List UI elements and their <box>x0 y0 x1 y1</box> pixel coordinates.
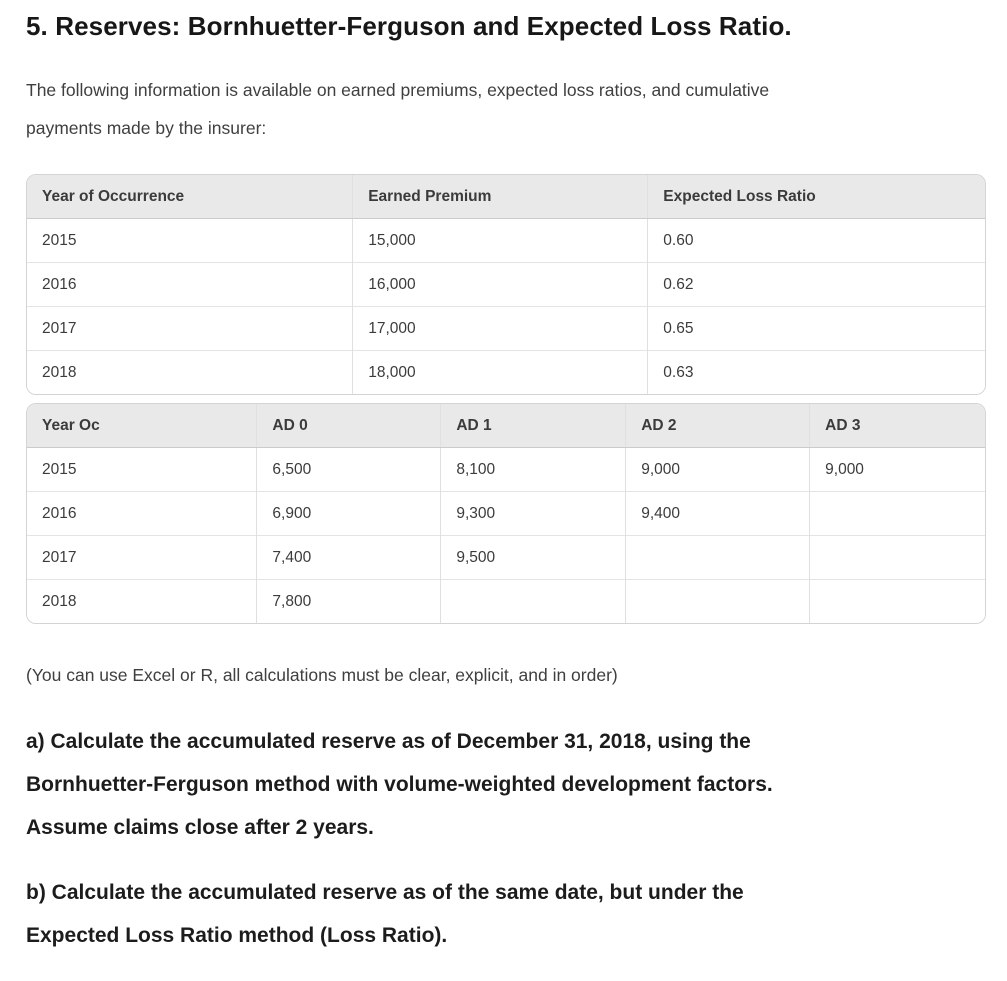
column-header: Year of Occurrence <box>27 175 353 219</box>
column-header: AD 3 <box>809 404 985 448</box>
table-cell: 9,000 <box>625 447 810 492</box>
table-row: 2015 15,000 0.60 <box>27 218 985 263</box>
table-row: 2017 7,400 9,500 <box>27 535 985 580</box>
table-cell: 18,000 <box>352 350 648 394</box>
column-header: Expected Loss Ratio <box>647 175 985 219</box>
table-cell: 9,000 <box>809 447 985 492</box>
table-row: 2015 6,500 8,100 9,000 9,000 <box>27 447 985 492</box>
table-cell: 2015 <box>27 447 257 492</box>
table-cell: 9,400 <box>625 491 810 536</box>
table-row: 2017 17,000 0.65 <box>27 306 985 351</box>
table-cell: 0.60 <box>647 218 985 263</box>
table-cell <box>440 579 626 623</box>
table-cell: 2018 <box>27 350 353 394</box>
development-table: Year Oc AD 0 AD 1 AD 2 AD 3 2015 6,500 8,100 9,0… <box>26 403 986 624</box>
table-cell <box>809 579 985 623</box>
intro-paragraph: The following information is available o… <box>26 80 770 138</box>
table-cell <box>625 535 810 580</box>
table-cell: 2016 <box>27 491 257 536</box>
table-cell: 2016 <box>27 262 353 307</box>
column-header: Earned Premium <box>352 175 648 219</box>
column-header: AD 2 <box>625 404 810 448</box>
column-header: AD 1 <box>440 404 626 448</box>
table-cell: 8,100 <box>440 447 626 492</box>
note-paragraph: (You can use Excel or R, all calculation… <box>26 665 618 685</box>
table-cell: 0.63 <box>647 350 985 394</box>
column-header: Year Oc <box>27 404 257 448</box>
table-cell: 9,500 <box>440 535 626 580</box>
table-cell: 0.62 <box>647 262 985 307</box>
table-cell <box>625 579 810 623</box>
table-cell <box>809 491 985 536</box>
table-row: 2016 16,000 0.62 <box>27 262 985 307</box>
table-cell: 7,400 <box>256 535 441 580</box>
question-b: b) Calculate the accumulated reserve as … <box>26 881 744 947</box>
table-row: 2016 6,900 9,300 9,400 <box>27 491 985 536</box>
table-row: 2018 7,800 <box>27 579 985 623</box>
table-cell: 2018 <box>27 579 257 623</box>
premium-table-grid: Year of Occurrence Earned Premium Expected… <box>27 175 985 394</box>
page-title: 5. Reserves: Bornhuetter-Ferguson and Ex… <box>26 11 792 41</box>
table-cell: 6,900 <box>256 491 441 536</box>
question-a: a) Calculate the accumulated reserve as … <box>26 730 773 839</box>
table-cell: 2017 <box>27 535 257 580</box>
development-table-grid: Year Oc AD 0 AD 1 AD 2 AD 3 2015 6,500 8,100 9,0… <box>27 404 985 623</box>
premium-table: Year of Occurrence Earned Premium Expected… <box>26 174 986 395</box>
table-cell: 2017 <box>27 306 353 351</box>
header-row: Year of Occurrence Earned Premium Expected… <box>27 175 985 219</box>
table-cell: 16,000 <box>352 262 648 307</box>
table-cell: 6,500 <box>256 447 441 492</box>
table-row: 2018 18,000 0.63 <box>27 350 985 394</box>
column-header: AD 0 <box>256 404 441 448</box>
table-cell <box>809 535 985 580</box>
table-cell: 17,000 <box>352 306 648 351</box>
table-cell: 15,000 <box>352 218 648 263</box>
table-cell: 2015 <box>27 218 353 263</box>
header-row: Year Oc AD 0 AD 1 AD 2 AD 3 <box>27 404 985 448</box>
table-cell: 0.65 <box>647 306 985 351</box>
table-cell: 7,800 <box>256 579 441 623</box>
table-cell: 9,300 <box>440 491 626 536</box>
